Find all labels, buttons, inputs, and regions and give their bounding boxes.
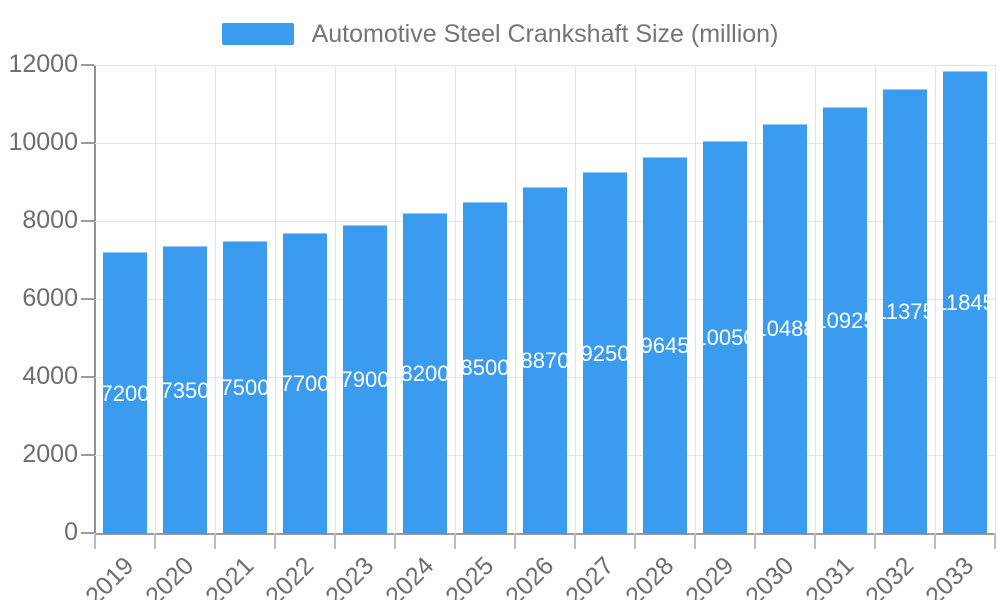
x-gridline — [395, 65, 396, 533]
x-gridline — [215, 65, 216, 533]
bar-value-label: 11375 — [883, 299, 927, 325]
bar-2033[interactable]: 11845 — [943, 71, 987, 534]
bar-2030[interactable]: 10488 — [763, 123, 807, 534]
y-axis-tick — [81, 142, 94, 144]
legend-series-label[interactable]: Automotive Steel Crankshaft Size (millio… — [311, 19, 779, 48]
bar-value-label: 11845 — [943, 290, 987, 315]
bar-value-label: 10925 — [823, 307, 867, 333]
x-axis-tick-label: 2030 — [740, 551, 800, 600]
bar-2026[interactable]: 8870 — [523, 187, 567, 534]
bar-2023[interactable]: 7900 — [343, 224, 387, 534]
bar-value-label: 9645 — [643, 332, 687, 358]
x-gridline — [335, 65, 336, 533]
bar-2029[interactable]: 10050 — [703, 141, 747, 534]
y-axis-tick — [81, 532, 94, 534]
x-gridline — [575, 65, 576, 533]
bar-value-label: 8870 — [523, 348, 567, 374]
y-axis-tick-label: 6000 — [22, 284, 78, 312]
x-axis-tick — [694, 533, 696, 549]
x-gridline — [815, 65, 816, 533]
x-axis-line — [94, 533, 996, 535]
x-axis-tick — [274, 533, 276, 549]
x-axis-tick — [994, 533, 996, 549]
bar-2025[interactable]: 8500 — [463, 201, 507, 534]
x-axis-tick-label: 2023 — [320, 551, 380, 600]
x-axis-tick-label: 2029 — [680, 551, 740, 600]
y-axis-tick-label: 4000 — [22, 362, 78, 390]
bar-value-label: 9250 — [583, 340, 627, 366]
x-axis-tick-label: 2028 — [620, 551, 680, 600]
bar-2027[interactable]: 9250 — [583, 172, 627, 534]
y-axis-tick — [81, 454, 94, 456]
x-axis-tick-label: 2022 — [260, 551, 320, 600]
bar-value-label: 7500 — [223, 374, 267, 400]
x-axis-tick-label: 2033 — [920, 551, 980, 600]
plot-area: 0 2000 4000 6000 8000 10000 12000 7200 7350 7500 7… — [8, 52, 996, 600]
bar-value-label: 10488 — [763, 316, 807, 342]
y-axis-tick-label: 12000 — [8, 50, 78, 78]
x-axis-tick-label: 2032 — [860, 551, 920, 600]
x-axis-tick — [634, 533, 636, 549]
bar-value-label: 7900 — [343, 366, 387, 392]
bar-2022[interactable]: 7700 — [283, 232, 327, 534]
bar-2028[interactable]: 9645 — [643, 156, 687, 534]
x-axis-tick — [334, 533, 336, 549]
x-axis-tick — [814, 533, 816, 549]
y-axis-tick-label: 2000 — [22, 440, 78, 468]
x-gridline — [155, 65, 156, 533]
bar-value-label: 7700 — [283, 370, 327, 396]
bar-2019[interactable]: 7200 — [103, 252, 147, 534]
x-gridline — [695, 65, 696, 533]
bar-2024[interactable]: 8200 — [403, 213, 447, 534]
x-gridline — [635, 65, 636, 533]
bar-value-label: 10050 — [703, 325, 747, 351]
x-gridline — [935, 65, 936, 533]
x-axis-tick-label: 2025 — [440, 551, 500, 600]
bar-2031[interactable]: 10925 — [823, 106, 867, 534]
x-gridline — [995, 65, 996, 533]
x-axis-tick — [154, 533, 156, 549]
x-axis-tick-label: 2026 — [500, 551, 560, 600]
x-gridline — [455, 65, 456, 533]
x-axis-tick — [394, 533, 396, 549]
bar-2021[interactable]: 7500 — [223, 240, 267, 534]
x-gridline — [515, 65, 516, 533]
y-axis-tick — [81, 298, 94, 300]
y-axis-tick — [81, 376, 94, 378]
x-axis-tick — [754, 533, 756, 549]
bar-value-label: 7200 — [103, 380, 147, 406]
y-gridline — [95, 65, 995, 66]
bar-value-label: 8500 — [463, 355, 507, 381]
y-gridline — [95, 143, 995, 144]
x-gridline — [275, 65, 276, 533]
bar-value-label: 8200 — [403, 361, 447, 387]
bar-2032[interactable]: 11375 — [883, 89, 927, 534]
y-axis-tick-label: 8000 — [22, 206, 78, 234]
x-axis-tick — [874, 533, 876, 549]
x-axis-tick — [574, 533, 576, 549]
x-axis-tick-label: 2020 — [140, 551, 200, 600]
x-gridline — [755, 65, 756, 533]
x-axis-tick — [454, 533, 456, 549]
x-axis-tick — [514, 533, 516, 549]
bar-2020[interactable]: 7350 — [163, 246, 207, 534]
y-axis-tick — [81, 220, 94, 222]
legend-swatch-icon[interactable] — [221, 23, 294, 45]
x-axis-tick-label: 2019 — [80, 551, 140, 600]
x-gridline — [875, 65, 876, 533]
x-axis-tick-label: 2031 — [800, 551, 860, 600]
x-axis-tick — [934, 533, 936, 549]
x-axis-tick-label: 2027 — [560, 551, 620, 600]
y-axis-tick — [81, 64, 94, 66]
x-axis-tick — [94, 533, 96, 549]
x-axis-tick-label: 2021 — [200, 551, 260, 600]
y-axis-tick-label: 0 — [64, 518, 78, 546]
chart-legend: Automotive Steel Crankshaft Size (millio… — [0, 18, 1000, 50]
x-axis-tick-label: 2024 — [380, 551, 440, 600]
y-axis-tick-label: 10000 — [8, 128, 78, 156]
bar-value-label: 7350 — [163, 377, 207, 403]
x-axis-tick — [214, 533, 216, 549]
